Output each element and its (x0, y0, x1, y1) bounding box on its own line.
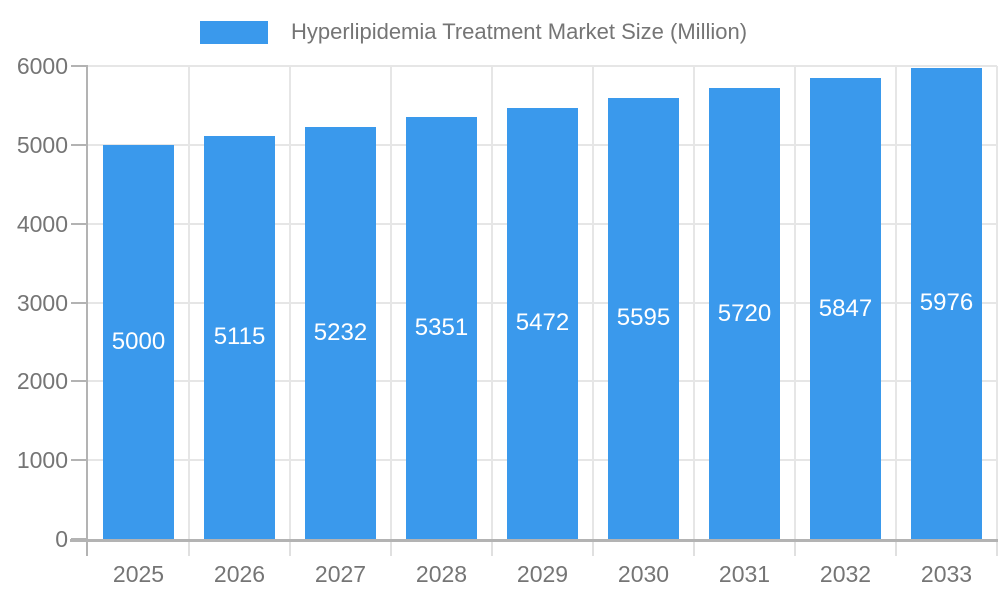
y-axis-tick (71, 380, 88, 383)
x-axis-tick (794, 539, 796, 556)
y-axis-label: 6000 (16, 53, 68, 79)
v-gridline (693, 66, 695, 539)
y-axis-label: 5000 (16, 131, 68, 158)
x-axis-label: 2025 (112, 561, 165, 587)
y-axis-tick (71, 301, 88, 304)
v-gridline (491, 66, 493, 539)
x-axis-tick (188, 539, 190, 556)
y-axis-label: 0 (55, 526, 68, 552)
v-gridline (996, 66, 998, 539)
bar-value-label: 5847 (818, 294, 873, 322)
x-axis-label: 2029 (516, 561, 569, 587)
bar-value-label: 5472 (515, 309, 570, 337)
h-gridline (88, 65, 997, 67)
x-axis-tick (895, 539, 897, 556)
y-axis-line (86, 66, 88, 556)
bar-value-label: 5351 (414, 314, 469, 342)
y-axis-tick (71, 143, 88, 146)
x-axis-tick (996, 539, 998, 556)
x-axis-tick (289, 539, 291, 556)
bar[interactable]: 5847 (810, 78, 881, 539)
x-axis-label: 2033 (920, 561, 973, 587)
y-axis-label: 1000 (16, 447, 68, 474)
x-axis-tick (491, 539, 493, 556)
legend-label: Hyperlipidemia Treatment Market Size (Mi… (291, 19, 748, 44)
x-axis-label: 2026 (213, 561, 266, 587)
x-axis-label: 2031 (718, 561, 771, 587)
bar[interactable]: 5720 (709, 88, 780, 539)
bar-value-label: 5115 (213, 323, 266, 351)
v-gridline (794, 66, 796, 539)
v-gridline (289, 66, 291, 539)
y-axis-tick (71, 222, 88, 225)
y-axis-tick (71, 459, 88, 462)
bar-value-label: 5232 (313, 318, 368, 346)
x-axis-label: 2032 (819, 561, 872, 587)
v-gridline (390, 66, 392, 539)
bar-value-label: 5720 (717, 299, 772, 327)
bar[interactable]: 5351 (406, 117, 477, 539)
x-axis-label: 2028 (415, 561, 468, 587)
v-gridline (895, 66, 897, 539)
x-axis-tick (390, 539, 392, 556)
x-axis-label: 2027 (314, 561, 367, 587)
v-gridline (188, 66, 190, 539)
legend[interactable]: Hyperlipidemia Treatment Market Size (Mi… (200, 19, 747, 45)
bar-value-label: 5976 (919, 289, 974, 317)
y-axis-label: 2000 (16, 368, 68, 395)
bar-value-label: 5000 (111, 327, 166, 355)
v-gridline (592, 66, 594, 539)
legend-swatch-icon (200, 20, 268, 44)
x-axis-label: 2030 (617, 561, 670, 587)
x-axis-tick (693, 539, 695, 556)
bar[interactable]: 5232 (305, 126, 376, 539)
bar-value-label: 5595 (616, 304, 671, 332)
bar[interactable]: 5595 (608, 97, 679, 539)
y-axis-label: 3000 (16, 289, 68, 316)
bar[interactable]: 5472 (507, 107, 578, 539)
x-axis-line (70, 539, 998, 542)
y-axis-tick (71, 65, 88, 67)
bar[interactable]: 5115 (204, 135, 275, 539)
x-axis-tick (592, 539, 594, 556)
bar[interactable]: 5000 (103, 144, 174, 539)
bar[interactable]: 5976 (911, 67, 982, 539)
y-axis-label: 4000 (16, 210, 68, 237)
